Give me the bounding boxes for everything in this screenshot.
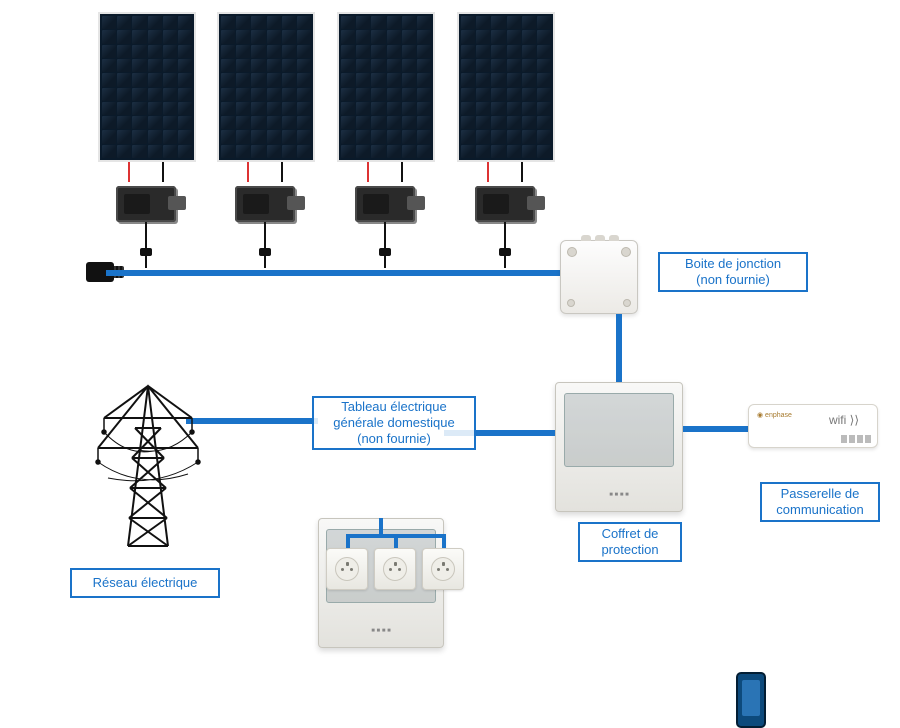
wall-outlet: [326, 548, 368, 590]
microinverter: [116, 186, 176, 222]
cable-outlet-drop: [394, 534, 398, 548]
smartphone-icon: [736, 672, 766, 728]
cable-splice: [145, 252, 147, 268]
drop-cable: [384, 222, 386, 250]
trunk-cable: [106, 270, 562, 276]
label-junction-box: Boite de jonction (non fournie): [658, 252, 808, 292]
label-main-panel: Tableau électrique générale domestique (…: [312, 396, 476, 450]
wall-outlet: [422, 548, 464, 590]
power-tower-icon: [88, 378, 208, 548]
protection-enclosure: ■ ■ ■ ■: [555, 382, 683, 512]
cable-splice: [264, 252, 266, 268]
drop-cable: [504, 222, 506, 250]
label-grid: Réseau électrique: [70, 568, 220, 598]
solar-panel: [457, 12, 555, 162]
cable-protection-to-gateway: [683, 426, 748, 432]
wifi-icon: wifi ⟩⟩: [829, 413, 859, 427]
microinverter: [475, 186, 535, 222]
cable-jbox-to-protection: [616, 314, 622, 382]
microinverter: [355, 186, 415, 222]
cable-splice: [384, 252, 386, 268]
cable-outlet-drop: [442, 534, 446, 548]
communication-gateway: ◉ enphase wifi ⟩⟩: [748, 404, 878, 448]
solar-panel: [337, 12, 435, 162]
drop-cable: [145, 222, 147, 250]
label-gateway: Passerelle de communication: [760, 482, 880, 522]
drop-cable: [264, 222, 266, 250]
junction-box: [560, 240, 638, 314]
cable-splice: [504, 252, 506, 268]
microinverter: [235, 186, 295, 222]
solar-panel: [98, 12, 196, 162]
cable-mainpanel-to-outlets: [379, 518, 383, 534]
solar-panel: [217, 12, 315, 162]
cable-outlet-drop: [346, 534, 350, 548]
label-protection-box: Coffret de protection: [578, 522, 682, 562]
wall-outlet: [374, 548, 416, 590]
